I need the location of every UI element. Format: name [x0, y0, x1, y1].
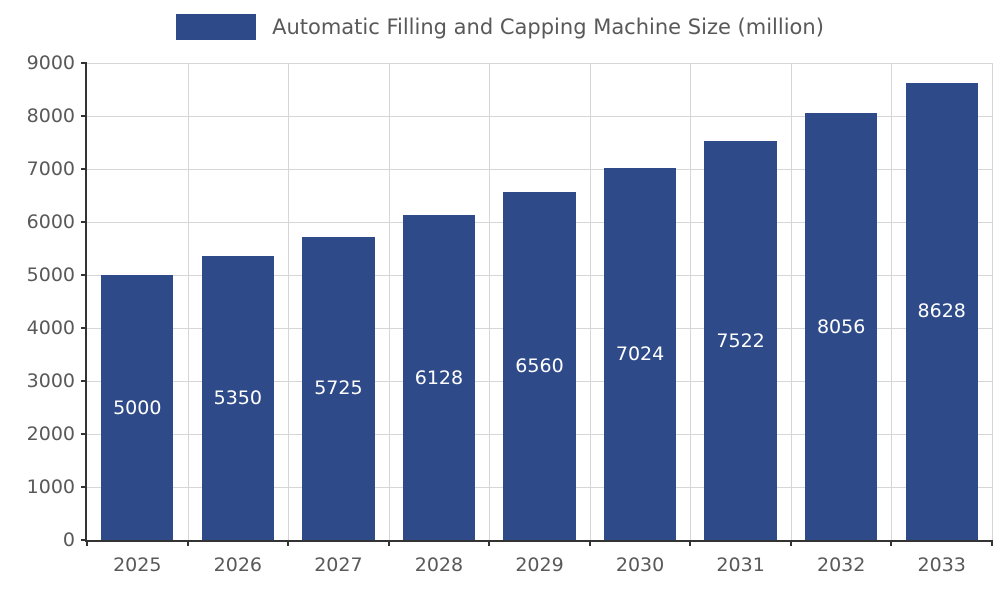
bar-2028: 6128 [402, 215, 476, 540]
x-axis-tick-label: 2025 [113, 554, 162, 576]
y-axis-tick-label: 6000 [26, 211, 75, 233]
y-axis-tick-label: 0 [62, 529, 75, 551]
bar-2031: 7522 [704, 141, 777, 540]
x-gridline [690, 63, 692, 540]
y-axis-tick-mark [81, 539, 87, 541]
bar-2032: 8056 [804, 113, 878, 540]
x-axis-tick-mark [689, 540, 692, 546]
x-gridline [891, 63, 893, 540]
y-axis-tick-mark [81, 221, 87, 223]
bar-2026: 5350 [201, 256, 275, 540]
y-axis-tick-label: 7000 [26, 158, 75, 180]
x-axis-tick-mark [387, 540, 390, 546]
x-axis-tick-label: 2033 [917, 554, 966, 576]
bar-value-label: 8628 [917, 300, 966, 323]
y-gridline [87, 116, 992, 117]
y-axis-tick-mark [81, 168, 87, 170]
y-gridline [87, 169, 992, 170]
y-axis-tick-mark [81, 486, 87, 488]
x-axis-tick-mark [86, 540, 88, 546]
bar-2025: 5000 [101, 275, 174, 540]
x-axis-tick-label: 2032 [816, 554, 866, 576]
x-axis-tick-label: 2031 [716, 554, 765, 576]
y-axis-tick-mark [81, 115, 87, 117]
legend-swatch-icon [176, 14, 257, 40]
x-axis-tick-mark [890, 540, 893, 546]
x-gridline [589, 63, 591, 540]
x-axis-tick-label: 2030 [615, 554, 665, 576]
y-axis-tick-label: 3000 [26, 370, 75, 392]
x-axis-tick-mark [991, 540, 993, 546]
x-gridline [288, 63, 290, 540]
x-axis-tick-label: 2027 [314, 554, 363, 576]
bar-value-label: 7024 [615, 342, 665, 365]
y-axis-tick-label: 5000 [26, 264, 75, 286]
x-gridline [992, 63, 993, 540]
x-axis-tick-label: 2028 [414, 554, 464, 576]
y-axis-tick-mark [81, 380, 87, 382]
y-axis-tick-label: 8000 [26, 105, 75, 127]
x-axis-tick-mark [789, 540, 792, 546]
y-axis-tick-label: 4000 [26, 317, 75, 339]
bar-value-label: 8056 [816, 315, 866, 338]
chart-title: Automatic Filling and Capping Machine Si… [272, 15, 824, 39]
bar-2027: 5725 [302, 236, 375, 540]
bar-value-label: 5725 [314, 377, 363, 400]
y-gridline [87, 63, 992, 64]
y-axis-tick-mark [81, 433, 87, 435]
bar-value-label: 6560 [515, 355, 564, 378]
x-axis-tick-mark [186, 540, 189, 546]
bar-value-label: 6128 [414, 366, 464, 389]
bar-value-label: 5000 [113, 396, 162, 419]
bar-value-label: 5350 [213, 387, 262, 410]
y-axis-tick-label: 2000 [26, 423, 75, 445]
x-gridline [187, 63, 189, 540]
bar-2030: 7024 [603, 167, 677, 540]
y-axis-tick-mark [81, 62, 87, 64]
bar-value-label: 7522 [716, 329, 765, 352]
x-axis-tick-mark [287, 540, 290, 546]
x-axis-tick-mark [588, 540, 591, 546]
x-gridline [489, 63, 491, 540]
y-axis-tick-mark [81, 274, 87, 276]
x-gridline [388, 63, 390, 540]
bar-2033: 8628 [905, 82, 978, 540]
x-axis-tick-label: 2026 [213, 554, 263, 576]
x-axis-tick-label: 2029 [515, 554, 564, 576]
chart-legend: Automatic Filling and Capping Machine Si… [0, 14, 1000, 40]
y-axis-tick-label: 1000 [26, 476, 75, 498]
bar-2029: 6560 [503, 192, 576, 540]
plot-area: 0 1000 2000 3000 4000 5000 6000 7000 8000 9000 500… [27, 52, 993, 576]
y-axis-tick-label: 9000 [26, 52, 75, 74]
y-axis-tick-mark [81, 327, 87, 329]
x-axis-tick-mark [488, 540, 491, 546]
x-gridline [790, 63, 792, 540]
